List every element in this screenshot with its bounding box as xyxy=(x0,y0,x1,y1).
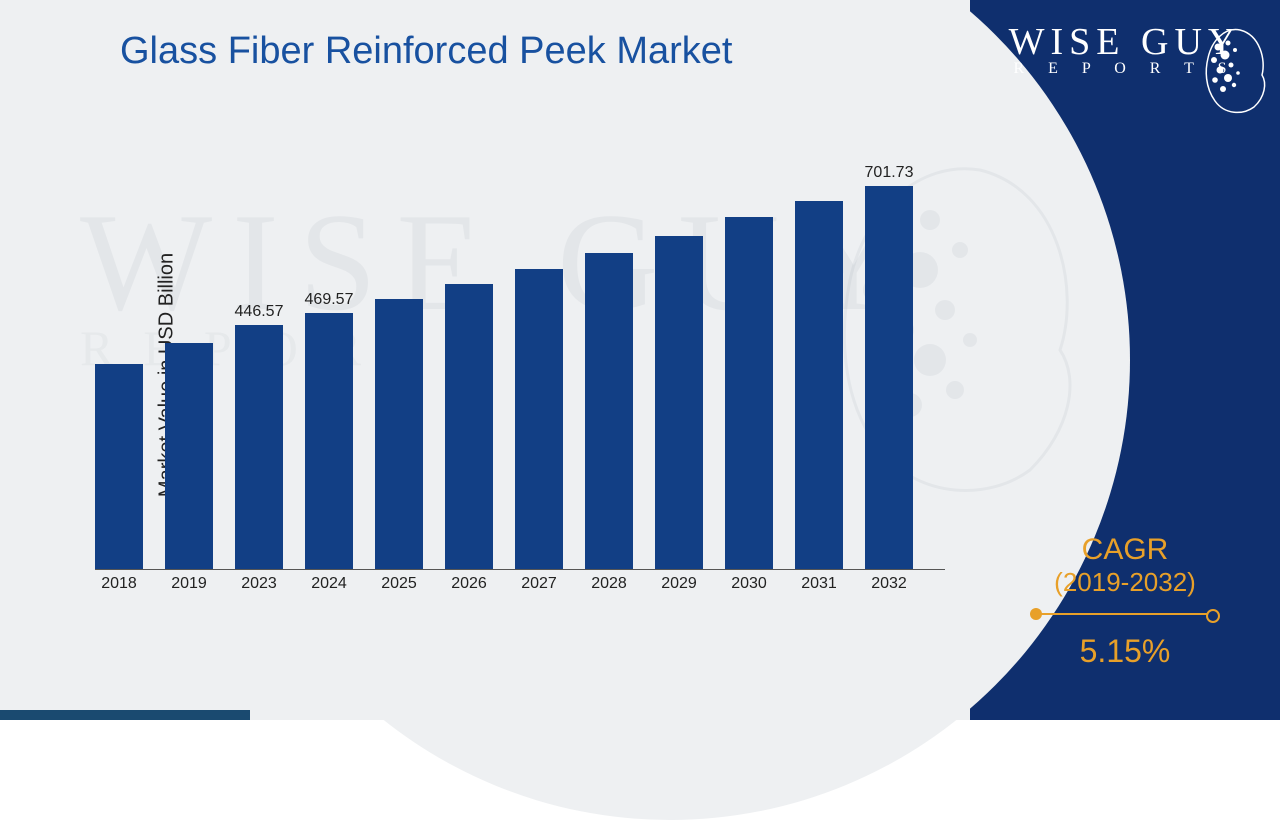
chart-bar: 2026 xyxy=(445,284,493,569)
chart-bar: 2025 xyxy=(375,299,423,569)
brand-head-icon xyxy=(1190,25,1270,115)
cagr-period: (2019-2032) xyxy=(1000,567,1250,598)
bar-value-label: 469.57 xyxy=(305,291,354,309)
cagr-divider xyxy=(1035,613,1215,615)
chart-bar: 2028 xyxy=(585,253,633,569)
x-axis-baseline xyxy=(95,569,945,570)
chart-bar: 2030 xyxy=(725,217,773,569)
x-tick-label: 2031 xyxy=(801,575,837,593)
chart-bar: 2027 xyxy=(515,269,563,569)
x-tick-label: 2025 xyxy=(381,575,417,593)
chart-plot: 2018 2019 2023446.57 2024469.57 2025 2026 2027… xyxy=(95,150,945,570)
chart-bar: 2032701.73 xyxy=(865,186,913,569)
bar-value-label: 701.73 xyxy=(865,164,914,182)
chart-bar: 2018 xyxy=(95,364,143,569)
cagr-block: CAGR (2019-2032) 5.15% xyxy=(1000,533,1250,670)
x-tick-label: 2027 xyxy=(521,575,557,593)
cagr-title: CAGR xyxy=(1000,533,1250,567)
x-tick-label: 2028 xyxy=(591,575,627,593)
x-tick-label: 2030 xyxy=(731,575,767,593)
x-tick-label: 2023 xyxy=(241,575,277,593)
x-tick-label: 2029 xyxy=(661,575,697,593)
brand-block: WISE GUY R E P O R T S xyxy=(980,20,1270,78)
bottom-accent-bar xyxy=(0,710,250,720)
chart-bar: 2024469.57 xyxy=(305,313,353,569)
chart-container: Market Value in USD Billion 201820192023… xyxy=(65,150,945,600)
chart-bar: 2029 xyxy=(655,236,703,569)
chart-bar: 2019 xyxy=(165,343,213,569)
x-tick-label: 2018 xyxy=(101,575,137,593)
bar-value-label: 446.57 xyxy=(235,303,284,321)
x-tick-label: 2032 xyxy=(871,575,907,593)
x-tick-label: 2026 xyxy=(451,575,487,593)
x-tick-label: 2019 xyxy=(171,575,207,593)
x-tick-label: 2024 xyxy=(311,575,347,593)
chart-bar: 2031 xyxy=(795,201,843,569)
cagr-value: 5.15% xyxy=(1000,633,1250,670)
chart-bar: 2023446.57 xyxy=(235,325,283,569)
chart-title: Glass Fiber Reinforced Peek Market xyxy=(120,30,732,73)
